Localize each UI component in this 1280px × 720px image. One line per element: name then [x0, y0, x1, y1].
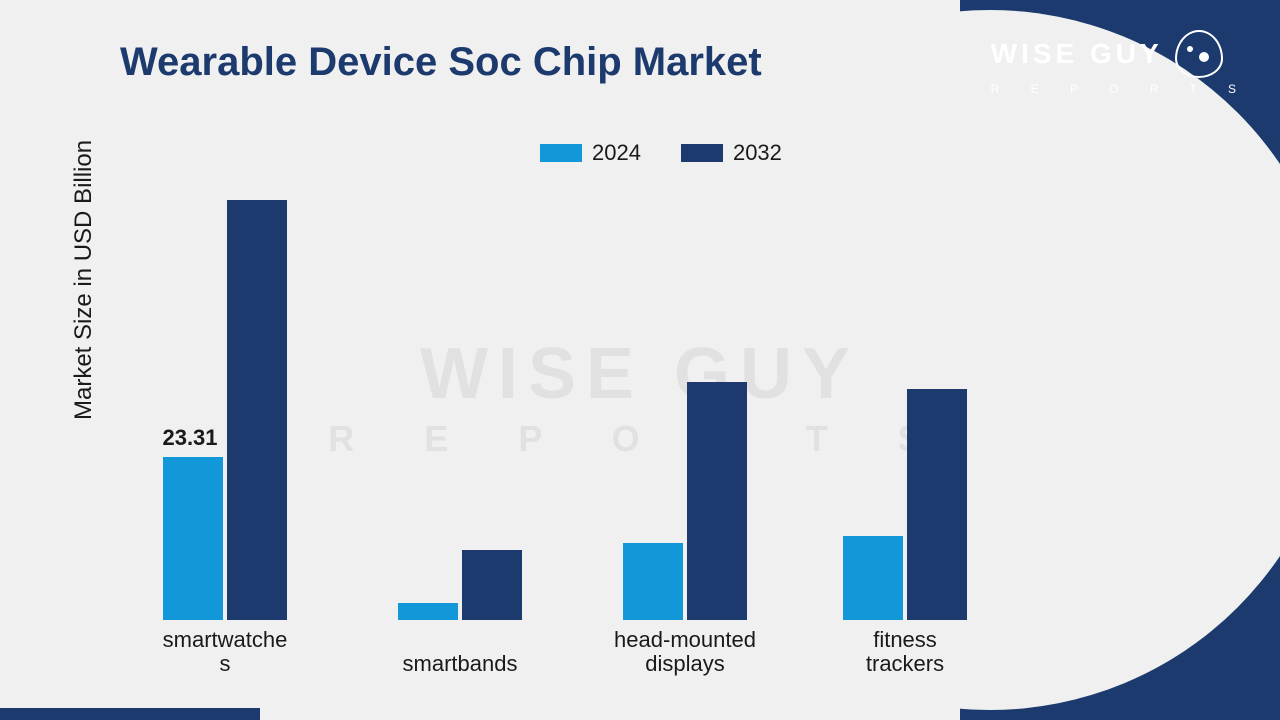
bar-2032 — [462, 550, 522, 620]
category-label: smartwatches — [135, 628, 315, 676]
chart-stage: WISE GUY R E P O R T S Wearable Device S… — [0, 0, 1280, 720]
bar-2032 — [687, 382, 747, 620]
bottom-accent-bar — [0, 708, 260, 720]
legend-swatch — [540, 144, 582, 162]
bar-2032 — [907, 389, 967, 620]
category-label: fitnesstrackers — [815, 628, 995, 676]
right-panel — [960, 0, 1280, 720]
legend-label: 2032 — [733, 140, 782, 166]
bar-group-fitness-trackers: fitnesstrackers — [820, 389, 990, 620]
chart-title: Wearable Device Soc Chip Market — [120, 40, 762, 85]
bar-group-smartbands: smartbands — [375, 550, 545, 620]
bar-group-head-mounted-displays: head-mounteddisplays — [600, 382, 770, 620]
brand-logo: WISE GUY R E P O R T S — [991, 30, 1250, 96]
bar-value-label: 23.31 — [162, 425, 217, 451]
bar-2024 — [843, 536, 903, 620]
bar-2024 — [163, 457, 223, 620]
bar-2024 — [398, 603, 458, 621]
bar-group-smartwatches: smartwatches23.31 — [140, 200, 310, 620]
legend-label: 2024 — [592, 140, 641, 166]
category-label: smartbands — [370, 652, 550, 676]
bar-2024 — [623, 543, 683, 620]
legend-item: 2032 — [681, 140, 782, 166]
y-axis-label: Market Size in USD Billion — [70, 140, 98, 420]
plot-area: smartwatches23.31 smartbands head-mountedd… — [120, 200, 1000, 620]
brand-main: WISE GUY — [991, 38, 1163, 70]
legend-item: 2024 — [540, 140, 641, 166]
legend: 2024 2032 — [540, 140, 782, 166]
brand-head-icon — [1175, 30, 1223, 78]
category-label: head-mounteddisplays — [595, 628, 775, 676]
legend-swatch — [681, 144, 723, 162]
brand-sub: R E P O R T S — [991, 82, 1250, 96]
bar-2032 — [227, 200, 287, 620]
